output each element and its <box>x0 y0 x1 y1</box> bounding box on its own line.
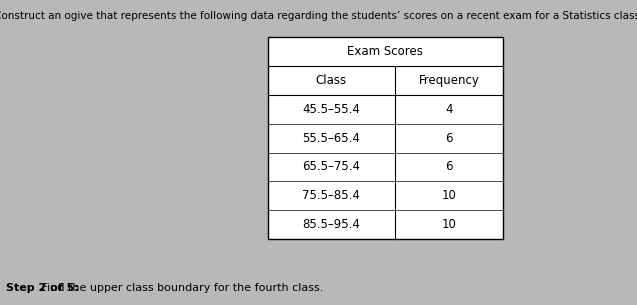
Text: 85.5–95.4: 85.5–95.4 <box>303 218 360 231</box>
Text: 6: 6 <box>445 160 453 174</box>
Text: Step 2 of 5:: Step 2 of 5: <box>6 283 79 293</box>
Text: 75.5–85.4: 75.5–85.4 <box>303 189 360 203</box>
Text: 10: 10 <box>441 189 457 203</box>
Text: 4: 4 <box>445 102 453 116</box>
Text: Find the upper class boundary for the fourth class.: Find the upper class boundary for the fo… <box>38 283 324 293</box>
Text: Class: Class <box>316 74 347 87</box>
Text: 45.5–55.4: 45.5–55.4 <box>303 102 360 116</box>
Bar <box>268 37 503 239</box>
Text: 65.5–75.4: 65.5–75.4 <box>302 160 361 174</box>
Text: 55.5–65.4: 55.5–65.4 <box>303 131 360 145</box>
Text: 6: 6 <box>445 131 453 145</box>
Text: 10: 10 <box>441 218 457 231</box>
Text: Construct an ogive that represents the following data regarding the students’ sc: Construct an ogive that represents the f… <box>0 11 637 21</box>
Text: Exam Scores: Exam Scores <box>347 45 424 58</box>
Text: Frequency: Frequency <box>419 74 480 87</box>
